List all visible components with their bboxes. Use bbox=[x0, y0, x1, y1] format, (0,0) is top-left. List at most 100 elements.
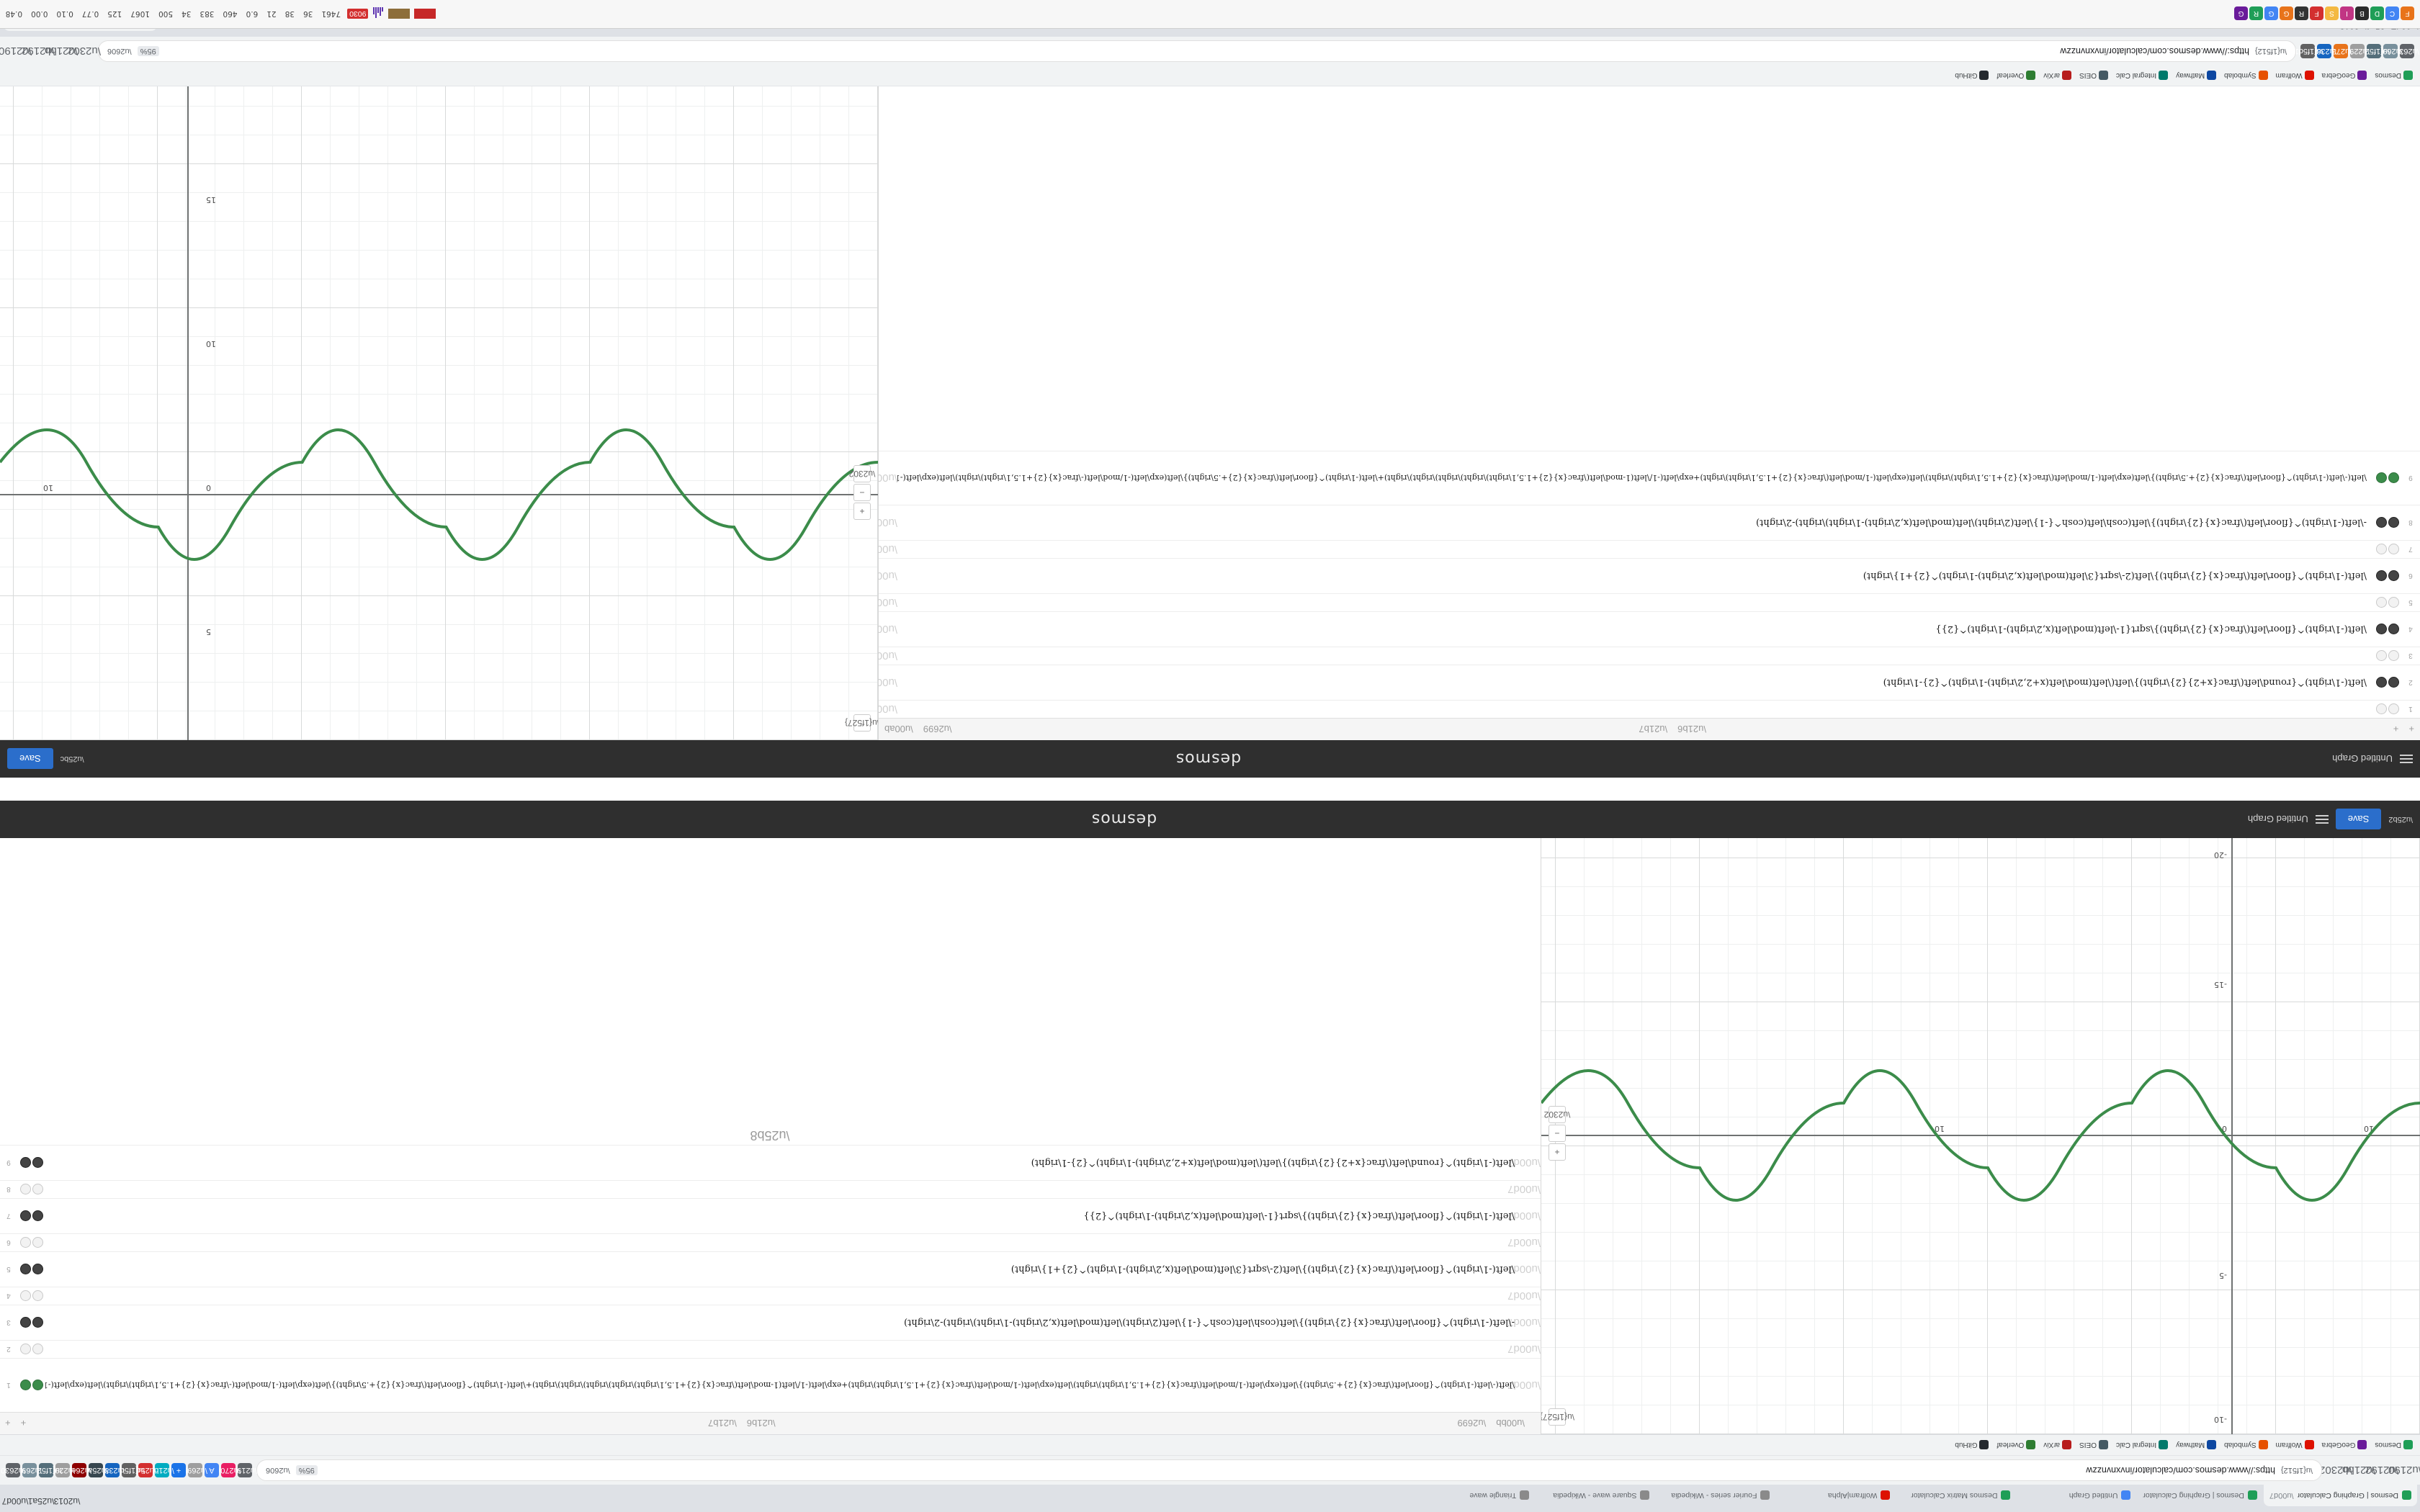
expression-toggles[interactable] bbox=[18, 1344, 45, 1355]
sync-icon[interactable]: \u21bb bbox=[150, 1463, 174, 1477]
add-expression-icon[interactable]: + bbox=[20, 1418, 27, 1429]
expression-toggles[interactable] bbox=[18, 1317, 45, 1328]
app-icon-sun[interactable]: S bbox=[2325, 6, 2339, 21]
taskbar-app-icons[interactable]: F C D B I S F R G G R G bbox=[440, 6, 2414, 21]
expression-math[interactable] bbox=[897, 653, 2374, 659]
expression-math[interactable]: -\left(-1\right)^{floor\left(\frac{x}{2}… bbox=[1756, 517, 2367, 528]
delete-expression-icon[interactable]: \u00d7 bbox=[1507, 1236, 1541, 1249]
expression-row[interactable]: \u00d7 4 bbox=[0, 1287, 1541, 1305]
expression-math[interactable]: \left(-1\right)^{floor\left(\frac{x}{2}\… bbox=[1083, 1210, 1515, 1222]
expression-math[interactable]: -\left(-1\right)^{floor\left(\frac{x}{2}… bbox=[904, 1317, 1515, 1328]
window-controls-top[interactable]: \u2013 \u25a1 \u00d7 bbox=[2, 1492, 81, 1511]
delete-expression-icon[interactable]: \u00d7 bbox=[1507, 1156, 1541, 1169]
tab-3[interactable]: Desmos Matrix Calculator bbox=[1896, 1485, 2017, 1506]
bookmark-item[interactable]: Symbolab bbox=[2221, 1439, 2270, 1452]
bookmark-item[interactable]: Symbolab bbox=[2221, 70, 2270, 82]
bookmark-item[interactable]: OEIS bbox=[2076, 70, 2111, 82]
expression-panel-top[interactable]: chevron-left-icon \u00bb \u2699 \u21b6 \… bbox=[0, 838, 1541, 1434]
expression-math[interactable]: \left(-\left(-1\right)^{floor\left(\frac… bbox=[897, 473, 2367, 483]
expression-toolbar-top[interactable]: chevron-left-icon \u00bb \u2699 \u21b6 \… bbox=[0, 1412, 1541, 1434]
bookmark-item[interactable]: GeoGebra bbox=[2319, 1439, 2370, 1452]
expression-row[interactable]: \u00d7 \left(-1\right)^{round\left(\frac… bbox=[0, 1145, 1541, 1180]
globe-icon[interactable]: \u2295 bbox=[2345, 44, 2370, 58]
extension-icons-top[interactable]: \u2193 \u270e A \u2699 + \u21bb \u25cf \… bbox=[1, 1463, 257, 1477]
expression-math[interactable] bbox=[45, 1187, 1522, 1192]
address-bar-bottom[interactable]: \u{1f512} https://www.desmos.com/calcula… bbox=[98, 40, 2296, 62]
tab-0[interactable]: Desmos | Graphing Calculator \u00d7 bbox=[2263, 1485, 2417, 1506]
expression-math[interactable]: \left(-\left(-1\right)^{floor\left(\frac… bbox=[45, 1380, 1515, 1390]
expression-toggles[interactable] bbox=[2374, 570, 2401, 582]
expression-toggles[interactable] bbox=[18, 1237, 45, 1248]
expression-row[interactable]: 6 \left(-1\right)^{floor\left(\frac{x}{2… bbox=[864, 558, 2420, 593]
expression-row[interactable]: 9 \left(-\left(-1\right)^{floor\left(\fr… bbox=[864, 451, 2420, 505]
browser-menu-icon[interactable]: \u2630 bbox=[1, 1463, 25, 1477]
bookmark-star-icon[interactable]: \u2606 bbox=[266, 1466, 290, 1475]
bookmark-item[interactable]: Overleaf bbox=[1994, 70, 2038, 82]
expression-row[interactable]: \u00d7 \left(-\left(-1\right)^{floor\lef… bbox=[0, 1358, 1541, 1412]
delete-expression-icon[interactable]: \u00d7 bbox=[1507, 1316, 1541, 1329]
desmos-header-bottom[interactable]: Untitled Graph desmos \u25bc Save bbox=[0, 740, 2420, 778]
hamburger-menu-icon-top[interactable] bbox=[2315, 815, 2329, 824]
tab-4[interactable]: Wolfram|Alpha bbox=[1776, 1485, 1896, 1506]
delete-expression-icon[interactable]: \u00d7 bbox=[864, 516, 897, 529]
expression-panel-bottom[interactable]: + + \u21b6 \u21b7 \u2699 \u00ab 1 \u00d7 bbox=[864, 86, 2420, 740]
extension-icons-bottom[interactable]: \u2630 \u2699 \u{1f527} \u2295 \u273f \u… bbox=[2292, 44, 2419, 58]
graph-title-bottom[interactable]: Untitled Graph bbox=[2332, 753, 2393, 765]
expression-toggles[interactable] bbox=[2374, 624, 2401, 635]
address-bar-top[interactable]: \u{1f512} https://www.desmos.com/calcula… bbox=[256, 1459, 2322, 1481]
expression-scroll-up-icon[interactable]: \u25b2 bbox=[2388, 815, 2413, 824]
zoom-out-button[interactable]: − bbox=[853, 484, 871, 501]
expression-math[interactable] bbox=[45, 1240, 1522, 1246]
gear-icon[interactable]: \u2699 bbox=[183, 1463, 207, 1477]
redo-icon[interactable]: \u21b7 bbox=[1639, 724, 1668, 735]
add-folder-icon[interactable]: + bbox=[2393, 724, 2399, 735]
bookmark-item[interactable]: Mathway bbox=[2173, 1439, 2219, 1452]
expression-row[interactable]: 5 \u00d7 bbox=[864, 593, 2420, 611]
bookmark-item[interactable]: OEIS bbox=[2076, 1439, 2111, 1452]
add-expression-row[interactable]: \u25b8 bbox=[750, 1128, 790, 1143]
bookmark-item[interactable]: Integral Calc bbox=[2113, 1439, 2171, 1452]
graph-panel-bottom[interactable]: 0 5 10 15 10 + − \u2302 \u{1f527} bbox=[0, 86, 878, 740]
expression-row[interactable]: \u00d7 2 bbox=[0, 1340, 1541, 1358]
maximize-icon[interactable]: \u25a1 bbox=[27, 1496, 55, 1506]
delete-expression-icon[interactable]: \u00d7 bbox=[1507, 1263, 1541, 1276]
expression-toggles[interactable] bbox=[18, 1290, 45, 1302]
undo-icon[interactable]: \u21b6 bbox=[746, 1418, 776, 1429]
tab-7[interactable]: Triangle wave bbox=[1415, 1485, 1536, 1506]
bookmark-star-icon[interactable]: \u2606 bbox=[107, 47, 132, 55]
back-icon[interactable]: \u2190 bbox=[0, 45, 32, 58]
delete-expression-icon[interactable]: \u00d7 bbox=[1507, 1183, 1541, 1196]
app-icon-bank[interactable]: B bbox=[2355, 6, 2369, 21]
expression-toggles[interactable] bbox=[2374, 597, 2401, 608]
bookmark-item[interactable]: GitHub bbox=[1952, 70, 1991, 82]
expression-math[interactable]: \left(-1\right)^{round\left(\frac{x+2}{2… bbox=[1031, 1157, 1515, 1169]
save-button-top[interactable]: Save bbox=[2335, 809, 2382, 830]
bookmark-item[interactable]: arXiv bbox=[2040, 70, 2074, 82]
expression-math[interactable]: \left(-1\right)^{round\left(\frac{x+2}{2… bbox=[1883, 677, 2367, 688]
graph-title-top[interactable]: Untitled Graph bbox=[2247, 814, 2308, 825]
undo-icon[interactable]: \u21b6 bbox=[1677, 724, 1706, 735]
expression-toggles[interactable] bbox=[2374, 472, 2401, 484]
bookmark-item[interactable]: Mathway bbox=[2173, 70, 2219, 82]
delete-expression-icon[interactable]: \u00d7 bbox=[1507, 1210, 1541, 1223]
expression-row[interactable]: 4 \left(-1\right)^{floor\left(\frac{x}{2… bbox=[864, 611, 2420, 647]
browser-toolbar-bottom[interactable]: \u2630 \u2699 \u{1f527} \u2295 \u273f \u… bbox=[0, 37, 2420, 66]
tab-strip-top[interactable]: Desmos | Graphing Calculator \u00d7 Desm… bbox=[0, 1485, 2420, 1512]
expand-chevron-icon[interactable]: \u00bb bbox=[1496, 1418, 1525, 1429]
bookmark-item[interactable]: Overleaf bbox=[1994, 1439, 2038, 1452]
expression-math[interactable] bbox=[45, 1346, 1522, 1352]
delete-expression-icon[interactable]: \u00d7 bbox=[864, 623, 897, 636]
expression-row[interactable]: 8 -\left(-1\right)^{floor\left(\frac{x}{… bbox=[864, 505, 2420, 540]
zoom-in-button[interactable]: + bbox=[853, 503, 871, 520]
bookmark-item[interactable]: Integral Calc bbox=[2113, 70, 2171, 82]
delete-expression-icon[interactable]: \u00d7 bbox=[864, 570, 897, 582]
graph-home-button[interactable]: \u2302 bbox=[1544, 1106, 1570, 1123]
zoom-out-button[interactable]: − bbox=[1549, 1125, 1566, 1142]
delete-expression-icon[interactable]: \u00d7 bbox=[864, 703, 897, 716]
expression-toolbar-bottom[interactable]: + + \u21b6 \u21b7 \u2699 \u00ab bbox=[879, 718, 2420, 740]
delete-expression-icon[interactable]: \u00d7 bbox=[864, 596, 897, 609]
tab-2[interactable]: Untitled Graph bbox=[2017, 1485, 2137, 1506]
app-icon-docs[interactable]: D bbox=[2370, 6, 2384, 21]
expression-toggles[interactable] bbox=[18, 1210, 45, 1222]
expression-toggles[interactable] bbox=[18, 1184, 45, 1195]
